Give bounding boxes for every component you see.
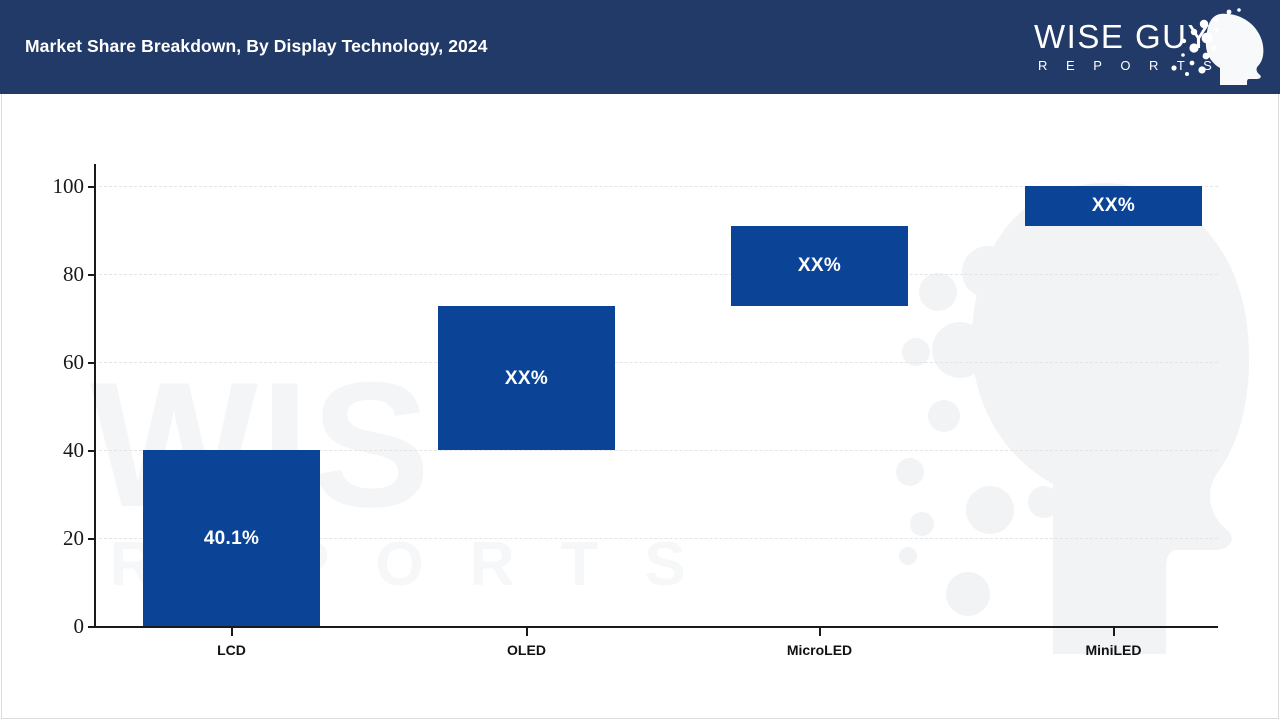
y-tick-mark-40 — [88, 450, 95, 452]
y-axis-line — [94, 164, 97, 628]
bar-label-oled: XX% — [504, 368, 549, 389]
y-tick-mark-0 — [88, 626, 95, 628]
svg-text:R E P O R T S: R E P O R T S — [1038, 58, 1219, 73]
chart-content-area: WIS REPORTS — [1, 94, 1279, 719]
y-tick-mark-60 — [88, 362, 95, 364]
y-tick-mark-100 — [88, 186, 95, 188]
bar-label-lcd: 40.1% — [203, 528, 260, 549]
x-tick-label-microled: MicroLED — [786, 642, 853, 658]
gridline-40 — [99, 450, 1218, 451]
y-tick-label-40: 40 — [63, 438, 84, 462]
bar-label-miniled: XX% — [1091, 195, 1136, 216]
svg-text:WISE GUY: WISE GUY — [1034, 18, 1211, 55]
gridline-100 — [99, 186, 1218, 187]
x-tick-label-lcd: LCD — [217, 642, 246, 658]
y-tick-label-80: 80 — [63, 262, 84, 286]
gridline-60 — [99, 362, 1218, 363]
x-tick-label-oled: OLED — [507, 642, 546, 658]
bar-oled[interactable] — [438, 306, 615, 450]
bar-lcd[interactable] — [143, 450, 320, 626]
bar-label-microled: XX% — [797, 255, 842, 276]
page-header: Market Share Breakdown, By Display Techn… — [0, 0, 1280, 94]
y-tick-label-60: 60 — [63, 350, 84, 374]
y-tick-label-100: 100 — [52, 174, 85, 198]
y-tick-label-0: 0 — [73, 614, 85, 638]
bar-miniled[interactable] — [1025, 186, 1202, 226]
x-tick-mark-oled — [526, 628, 528, 636]
page-title: Market Share Breakdown, By Display Techn… — [25, 36, 488, 56]
y-tick-mark-80 — [88, 274, 95, 276]
gridline-80 — [99, 274, 1218, 275]
gridline-20 — [99, 538, 1218, 539]
watermark-head-silhouette-icon — [848, 154, 1268, 654]
y-tick-mark-20 — [88, 538, 95, 540]
x-axis-line — [94, 626, 1218, 629]
chart-plot-area: 100 80 60 40 20 0 40.1% XX% XX% XX% — [2, 94, 1278, 718]
y-tick-label-20: 20 — [63, 526, 84, 550]
wise-guy-reports-logo: WISE GUY R E P O R T S — [1024, 8, 1274, 86]
x-tick-mark-lcd — [231, 628, 233, 636]
bar-microled[interactable] — [731, 226, 908, 306]
x-tick-label-miniled: MiniLED — [1085, 642, 1142, 658]
x-tick-mark-microled — [819, 628, 821, 636]
x-tick-mark-miniled — [1113, 628, 1115, 636]
